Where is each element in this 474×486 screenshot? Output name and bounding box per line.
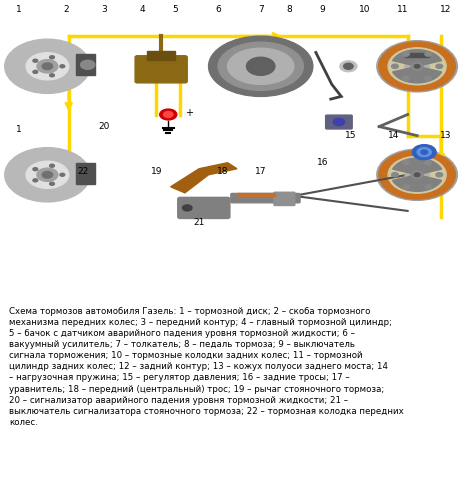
- Circle shape: [164, 111, 173, 118]
- Circle shape: [392, 173, 398, 177]
- Circle shape: [340, 61, 357, 72]
- Circle shape: [414, 65, 420, 68]
- Circle shape: [412, 145, 436, 160]
- Text: 16: 16: [317, 158, 328, 167]
- Circle shape: [377, 41, 457, 92]
- Wedge shape: [392, 175, 442, 191]
- Circle shape: [50, 182, 55, 185]
- Text: 21: 21: [193, 219, 205, 227]
- Circle shape: [5, 148, 90, 202]
- Circle shape: [26, 52, 69, 80]
- FancyBboxPatch shape: [231, 193, 300, 203]
- Circle shape: [377, 149, 457, 200]
- Text: 20: 20: [99, 122, 110, 131]
- Circle shape: [403, 52, 410, 56]
- Circle shape: [379, 42, 456, 90]
- Circle shape: [160, 109, 177, 120]
- Wedge shape: [392, 50, 442, 66]
- Text: Схема тормозов автомобиля Газель: 1 – тормозной диск; 2 – скоба тормозного
механ: Схема тормозов автомобиля Газель: 1 – то…: [9, 307, 404, 427]
- Circle shape: [405, 167, 429, 182]
- FancyBboxPatch shape: [326, 115, 352, 129]
- Bar: [147, 51, 175, 60]
- Circle shape: [50, 56, 55, 59]
- Text: 1: 1: [16, 4, 22, 14]
- Text: 14: 14: [388, 131, 399, 140]
- Bar: [237, 193, 275, 196]
- Text: 15: 15: [345, 131, 356, 140]
- Circle shape: [182, 205, 192, 211]
- Circle shape: [42, 172, 53, 178]
- Circle shape: [5, 39, 90, 93]
- Circle shape: [50, 164, 55, 167]
- Circle shape: [33, 59, 38, 62]
- Wedge shape: [392, 66, 442, 83]
- Circle shape: [81, 60, 95, 69]
- Text: 10: 10: [359, 4, 371, 14]
- Circle shape: [425, 160, 431, 165]
- FancyBboxPatch shape: [135, 56, 187, 83]
- Circle shape: [246, 57, 275, 75]
- Text: 5: 5: [173, 4, 178, 14]
- Circle shape: [417, 148, 431, 156]
- Circle shape: [436, 64, 443, 69]
- Wedge shape: [392, 158, 442, 175]
- Text: 11: 11: [397, 4, 409, 14]
- Circle shape: [421, 150, 428, 154]
- Text: 17: 17: [255, 167, 266, 176]
- Circle shape: [42, 63, 53, 69]
- Text: 3: 3: [101, 4, 107, 14]
- Text: 22: 22: [77, 167, 89, 176]
- Circle shape: [26, 161, 69, 188]
- Circle shape: [392, 64, 398, 69]
- Text: 7: 7: [258, 4, 264, 14]
- Circle shape: [405, 59, 429, 74]
- Text: 6: 6: [215, 4, 221, 14]
- Circle shape: [379, 151, 456, 199]
- Polygon shape: [76, 54, 95, 75]
- Ellipse shape: [218, 42, 303, 90]
- Text: 12: 12: [440, 4, 451, 14]
- Polygon shape: [171, 163, 237, 193]
- Circle shape: [414, 173, 420, 176]
- Text: 9: 9: [319, 4, 325, 14]
- Circle shape: [403, 76, 410, 81]
- Circle shape: [403, 160, 410, 165]
- Ellipse shape: [228, 48, 294, 85]
- Ellipse shape: [209, 36, 313, 96]
- Text: +: +: [185, 108, 193, 118]
- Circle shape: [388, 156, 446, 193]
- Circle shape: [333, 119, 345, 126]
- Circle shape: [403, 185, 410, 189]
- Circle shape: [425, 52, 431, 56]
- Text: 19: 19: [151, 167, 162, 176]
- Circle shape: [425, 185, 431, 189]
- FancyBboxPatch shape: [178, 197, 230, 218]
- Text: 18: 18: [217, 167, 228, 176]
- Circle shape: [37, 60, 58, 73]
- Circle shape: [33, 179, 38, 182]
- Text: 4: 4: [139, 4, 145, 14]
- Circle shape: [411, 62, 423, 70]
- Circle shape: [37, 168, 58, 181]
- Circle shape: [60, 65, 65, 68]
- Circle shape: [33, 168, 38, 171]
- Circle shape: [388, 48, 446, 85]
- Text: 8: 8: [286, 4, 292, 14]
- Text: 2: 2: [64, 4, 69, 14]
- Circle shape: [60, 174, 65, 176]
- Text: 1: 1: [16, 125, 22, 134]
- Circle shape: [50, 74, 55, 77]
- Circle shape: [344, 63, 353, 69]
- Circle shape: [411, 171, 423, 179]
- Bar: [405, 52, 429, 57]
- Text: 13: 13: [440, 131, 451, 140]
- Circle shape: [33, 70, 38, 73]
- Polygon shape: [76, 163, 95, 184]
- Circle shape: [425, 76, 431, 81]
- Circle shape: [436, 173, 443, 177]
- FancyBboxPatch shape: [274, 192, 295, 206]
